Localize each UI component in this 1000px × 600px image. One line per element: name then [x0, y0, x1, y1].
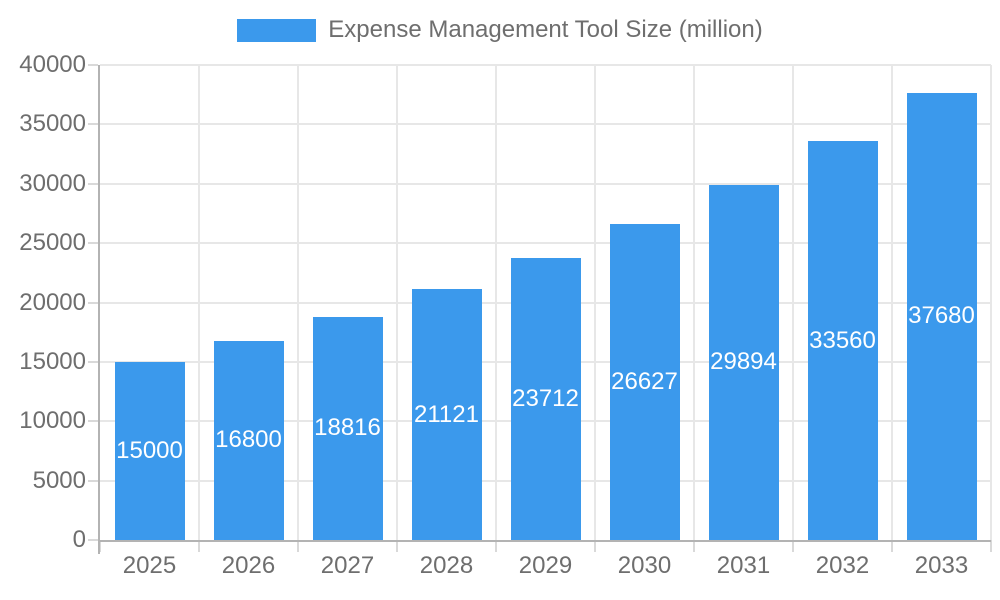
x-axis-tick [693, 540, 695, 552]
x-axis-tick [495, 540, 497, 552]
gridline-horizontal [100, 123, 991, 126]
x-axis-tick [990, 540, 992, 552]
x-axis-line [98, 540, 991, 542]
bar-2030[interactable]: 26627 [609, 223, 680, 540]
gridline-vertical [198, 65, 200, 540]
y-axis-tick [88, 242, 98, 245]
y-axis-tick-label: 20000 [19, 288, 86, 316]
x-axis-label: 2029 [518, 552, 573, 579]
gridline-vertical [396, 65, 398, 540]
x-axis-tick [396, 540, 398, 552]
bar-2029[interactable]: 23712 [510, 258, 581, 540]
x-axis-label: 2025 [122, 552, 177, 579]
y-axis-tick-label: 35000 [19, 110, 86, 138]
legend-item[interactable]: Expense Management Tool Size (million) [237, 16, 763, 44]
y-axis-tick-label: 30000 [19, 169, 86, 197]
bar-value-label: 16800 [215, 426, 282, 454]
bar-value-label: 37680 [908, 302, 975, 330]
y-axis-tick-label: 10000 [19, 407, 86, 435]
legend-swatch [237, 18, 317, 42]
y-axis-line [98, 65, 100, 554]
gridline-vertical [693, 65, 695, 540]
y-axis-tick-label: 15000 [19, 347, 86, 375]
x-axis-label: 2030 [617, 552, 672, 579]
gridline-vertical [594, 65, 596, 540]
x-axis-tick [594, 540, 596, 552]
bar-2031[interactable]: 29894 [708, 185, 779, 540]
bar-2028[interactable]: 21121 [411, 289, 482, 540]
x-axis-tick [198, 540, 200, 552]
y-axis-tick [88, 479, 98, 482]
x-axis-label: 2031 [716, 552, 771, 579]
gridline-vertical [990, 65, 992, 540]
y-axis-tick [88, 360, 98, 363]
bar-2032[interactable]: 33560 [807, 141, 878, 540]
bar-2027[interactable]: 18816 [312, 316, 383, 540]
gridline-vertical [495, 65, 497, 540]
bar-value-label: 26627 [611, 367, 678, 395]
y-axis-tick-label: 0 [72, 526, 86, 553]
y-axis-tick [88, 420, 98, 423]
y-axis-tick [88, 539, 98, 541]
y-axis-tick [88, 64, 98, 66]
bar-2025[interactable]: 15000 [114, 361, 185, 540]
bar-2026[interactable]: 16800 [213, 340, 284, 540]
bar-value-label: 21121 [414, 400, 479, 428]
x-axis-label: 2032 [815, 552, 870, 579]
y-axis-tick-label: 5000 [32, 466, 86, 494]
gridline-horizontal [100, 242, 991, 245]
x-axis-tick [297, 540, 299, 552]
y-axis-tick [88, 301, 98, 304]
x-axis-tick [99, 540, 101, 552]
x-axis-label: 2033 [914, 552, 969, 579]
bar-value-label: 29894 [710, 348, 777, 376]
gridline-vertical [891, 65, 893, 540]
x-axis-label: 2028 [419, 552, 474, 579]
y-axis-tick [88, 123, 98, 126]
gridline-vertical [792, 65, 794, 540]
x-axis-tick [792, 540, 794, 552]
bar-value-label: 33560 [809, 326, 876, 354]
bar-value-label: 23712 [512, 385, 579, 413]
x-axis-label: 2027 [320, 552, 375, 579]
y-axis-tick [88, 182, 98, 185]
legend-label: Expense Management Tool Size (million) [328, 16, 763, 43]
x-axis-label: 2026 [221, 552, 276, 579]
bar-value-label: 18816 [314, 414, 381, 442]
gridline-horizontal [100, 64, 991, 66]
x-axis-tick [891, 540, 893, 552]
gridline-vertical [297, 65, 299, 540]
y-axis-tick-label: 40000 [19, 51, 86, 78]
bar-2033[interactable]: 37680 [906, 92, 977, 540]
bar-value-label: 15000 [116, 436, 183, 464]
gridline-horizontal [100, 182, 991, 185]
legend: Expense Management Tool Size (million) [0, 16, 1000, 44]
y-axis-tick-label: 25000 [19, 229, 86, 257]
